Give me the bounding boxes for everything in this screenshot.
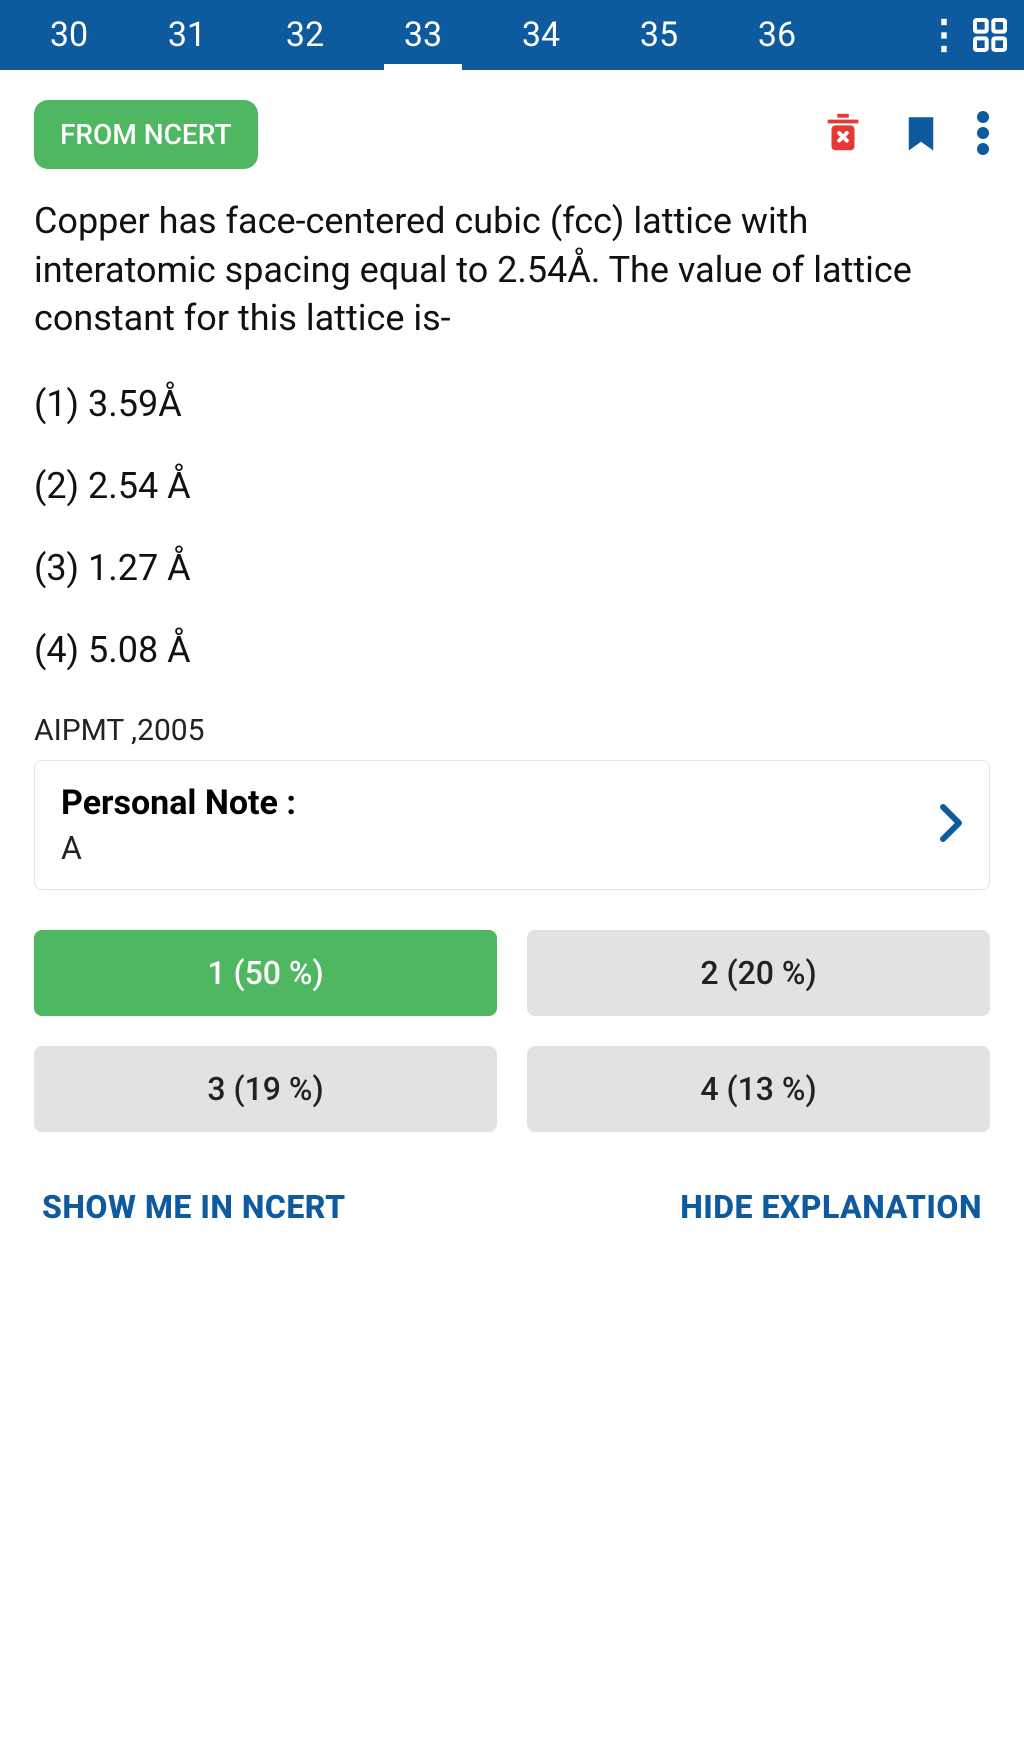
tab-31[interactable]: 31	[128, 0, 246, 70]
hide-explanation-button[interactable]: HIDE EXPLANATION	[680, 1188, 982, 1226]
personal-note-card[interactable]: Personal Note : A	[34, 760, 990, 890]
bookmark-icon	[900, 109, 942, 157]
tab-32[interactable]: 32	[246, 0, 364, 70]
option-2[interactable]: (2) 2.54 Å	[34, 465, 990, 507]
option-3[interactable]: (3) 1.27 Å	[34, 547, 990, 589]
chevron-right-icon	[939, 803, 963, 843]
note-title: Personal Note :	[61, 783, 296, 823]
bookmark-button[interactable]	[900, 109, 942, 161]
grid-icon	[970, 15, 1010, 55]
grid-view-button[interactable]: ⋮	[924, 15, 1014, 55]
question-source: AIPMT ,2005	[34, 713, 990, 748]
note-value: A	[61, 829, 296, 867]
options-list: (1) 3.59Å (2) 2.54 Å (3) 1.27 Å (4) 5.08…	[34, 383, 990, 671]
tab-35[interactable]: 35	[600, 0, 718, 70]
answer-button-4[interactable]: 4 (13 %)	[527, 1046, 990, 1132]
header-row: FROM NCERT	[34, 100, 990, 169]
more-options-button[interactable]	[976, 109, 990, 161]
tabs-row: 30 31 32 33 34 35 36	[10, 0, 924, 70]
tab-36[interactable]: 36	[718, 0, 836, 70]
question-text: Copper has face-centered cubic (fcc) lat…	[34, 197, 990, 343]
tab-30[interactable]: 30	[10, 0, 128, 70]
more-icon: ⋮	[924, 15, 964, 55]
content: FROM NCERT	[0, 70, 1024, 1226]
answer-button-3[interactable]: 3 (19 %)	[34, 1046, 497, 1132]
topbar: 30 31 32 33 34 35 36 ⋮	[0, 0, 1024, 70]
note-expand-button[interactable]	[939, 803, 963, 847]
more-vertical-icon	[976, 109, 990, 157]
tab-33[interactable]: 33	[364, 0, 482, 70]
answer-button-1[interactable]: 1 (50 %)	[34, 930, 497, 1016]
header-icons	[820, 109, 990, 161]
note-left: Personal Note : A	[61, 783, 296, 867]
tab-34[interactable]: 34	[482, 0, 600, 70]
answer-button-2[interactable]: 2 (20 %)	[527, 930, 990, 1016]
from-ncert-badge: FROM NCERT	[34, 100, 258, 169]
option-4[interactable]: (4) 5.08 Å	[34, 629, 990, 671]
action-row: SHOW ME IN NCERT HIDE EXPLANATION	[34, 1188, 990, 1226]
show-in-ncert-button[interactable]: SHOW ME IN NCERT	[42, 1188, 346, 1226]
delete-icon	[820, 110, 866, 156]
option-1[interactable]: (1) 3.59Å	[34, 383, 990, 425]
delete-button[interactable]	[820, 110, 866, 160]
answer-grid: 1 (50 %) 2 (20 %) 3 (19 %) 4 (13 %)	[34, 930, 990, 1132]
